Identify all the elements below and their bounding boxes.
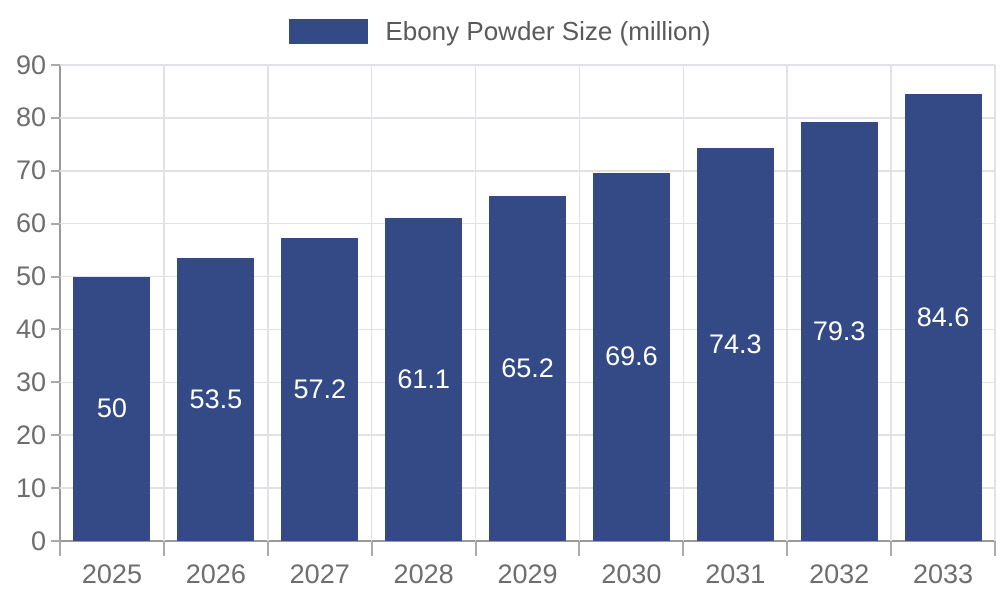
y-axis-line	[59, 65, 61, 541]
gridline-vertical	[267, 65, 269, 541]
x-axis-tick	[370, 541, 373, 556]
y-axis-label: 90	[15, 49, 46, 80]
gridline-horizontal	[60, 117, 995, 119]
y-axis-label: 70	[15, 155, 46, 186]
gridline-vertical	[163, 65, 165, 541]
x-axis-label: 2032	[809, 558, 870, 589]
y-axis-label: 80	[15, 102, 46, 133]
gridline-vertical	[370, 65, 373, 541]
bar[interactable]	[385, 217, 463, 541]
bar[interactable]	[592, 172, 670, 541]
x-axis-label: 2030	[601, 558, 662, 589]
x-axis-label: 2027	[289, 558, 350, 589]
bar[interactable]	[800, 121, 878, 541]
y-axis-label: 0	[30, 525, 46, 556]
x-axis-tick	[162, 541, 165, 556]
bar[interactable]	[489, 196, 566, 541]
gridline-horizontal	[60, 64, 995, 66]
x-axis-tick	[682, 541, 685, 556]
y-axis-tick	[51, 64, 60, 66]
plot-area: 50 53.5 57.2 61.1 65.2 69.6 74.3 79.3 84.6	[60, 64, 996, 541]
x-axis-tick	[59, 541, 61, 556]
bar[interactable]	[177, 258, 255, 541]
bar[interactable]	[73, 276, 151, 541]
x-axis-label: 2026	[185, 558, 246, 589]
x-axis-tick	[266, 541, 269, 556]
bar[interactable]	[904, 93, 982, 541]
x-axis-tick	[786, 541, 789, 556]
x-axis-label: 2029	[497, 558, 558, 589]
y-axis-tick	[51, 434, 60, 437]
legend-swatch-icon	[289, 19, 369, 44]
gridline-vertical	[786, 65, 788, 541]
y-axis-tick	[51, 540, 60, 542]
y-axis-tick	[51, 487, 60, 490]
y-axis-label: 40	[15, 313, 46, 344]
x-axis-label: 2025	[81, 558, 142, 589]
y-axis-label: 20	[15, 419, 46, 450]
x-axis-label: 2033	[913, 558, 974, 589]
bar[interactable]	[696, 148, 774, 541]
gridline-vertical	[682, 65, 685, 541]
y-axis-tick	[51, 116, 60, 119]
y-axis-label: 30	[15, 366, 46, 397]
bar[interactable]	[281, 238, 359, 541]
gridline-vertical	[578, 65, 581, 541]
gridline-vertical	[890, 65, 892, 541]
gridline-vertical	[994, 65, 996, 541]
y-axis-label: 50	[15, 261, 46, 292]
y-axis-tick	[51, 381, 60, 384]
y-axis-label: 60	[15, 208, 46, 239]
x-axis-label: 2031	[705, 558, 766, 589]
y-axis-tick	[51, 275, 60, 278]
legend-label: Ebony Powder Size (million)	[385, 16, 711, 46]
x-axis-tick	[578, 541, 581, 556]
y-axis-tick	[51, 328, 60, 331]
y-axis-tick	[51, 169, 60, 172]
x-axis-tick	[890, 541, 893, 556]
x-axis-line	[59, 540, 995, 542]
x-axis-label: 2028	[393, 558, 454, 589]
y-axis-label: 10	[15, 472, 46, 503]
gridline-vertical	[474, 65, 477, 541]
x-axis-tick	[994, 541, 996, 556]
y-axis-tick	[51, 222, 60, 225]
x-axis-tick	[474, 541, 477, 556]
legend[interactable]: Ebony Powder Size (million)	[0, 16, 1000, 47]
gridline-horizontal	[60, 170, 995, 172]
